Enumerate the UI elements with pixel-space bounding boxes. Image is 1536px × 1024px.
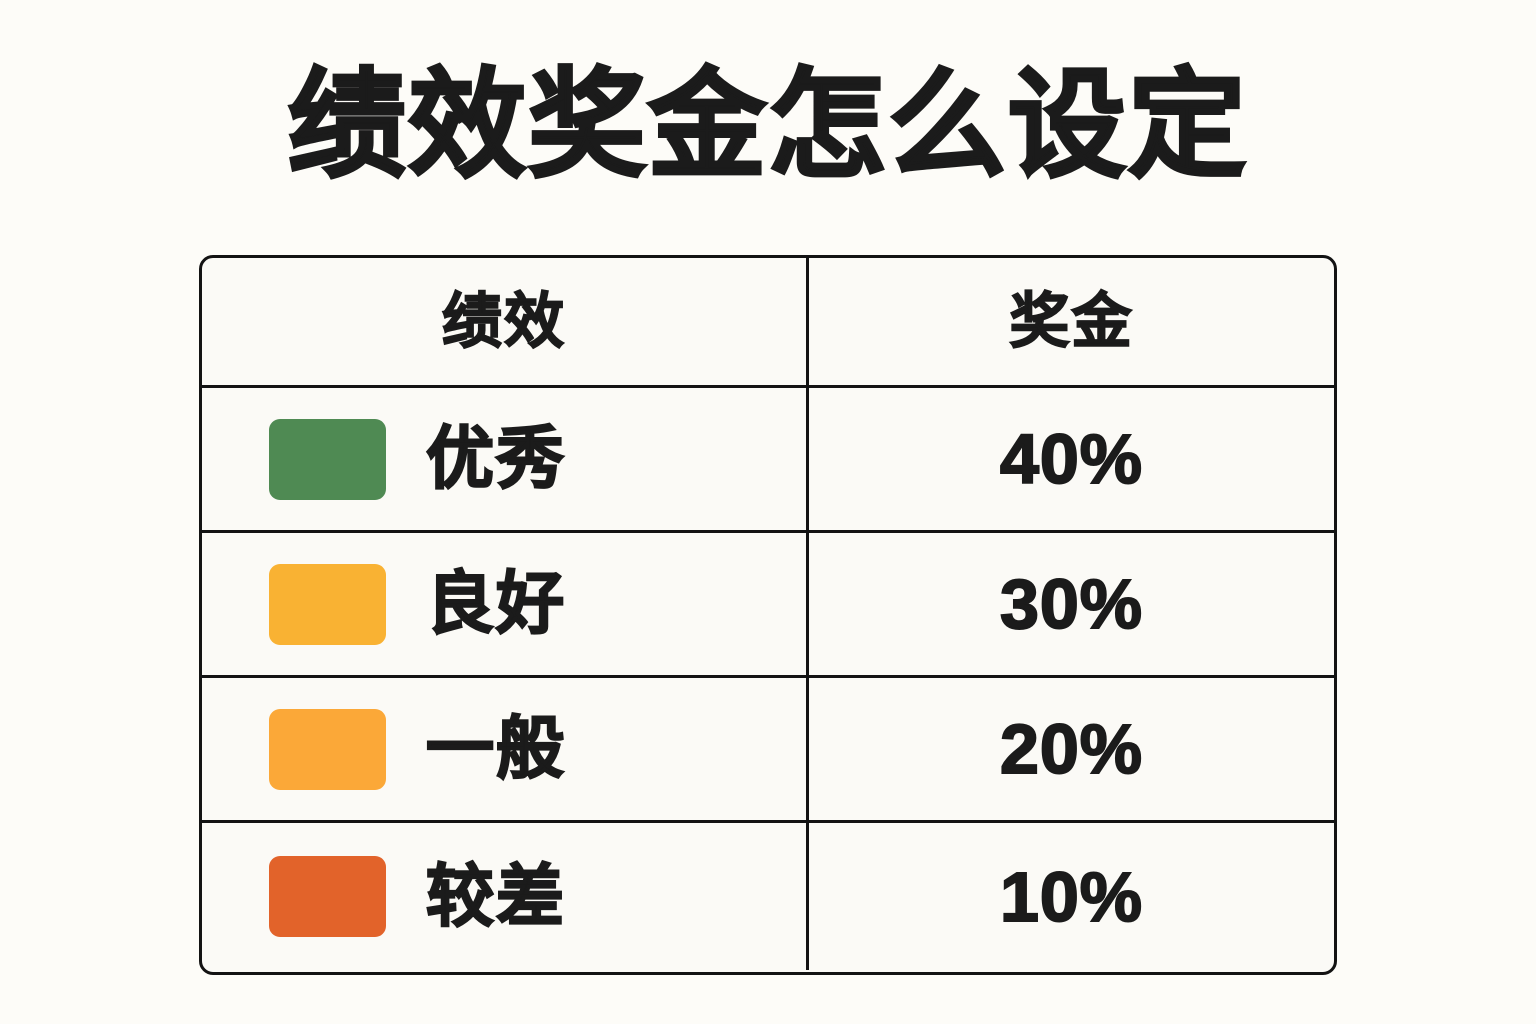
cell-bonus-poor: 10% <box>809 823 1334 970</box>
performance-label: 优秀 <box>425 421 567 497</box>
table-row: 良好 30% <box>202 533 1334 678</box>
color-swatch-icon <box>269 563 386 645</box>
bonus-value: 20% <box>999 710 1144 788</box>
table-header-row: 绩效 奖金 <box>202 258 1334 388</box>
bonus-value: 10% <box>999 857 1144 936</box>
bonus-value: 30% <box>999 565 1144 643</box>
color-swatch-icon <box>269 708 386 790</box>
cell-performance-average: 一般 <box>202 678 809 820</box>
table-row: 一般 20% <box>202 678 1334 823</box>
cell-performance-poor: 较差 <box>202 823 809 970</box>
table-row: 较差 10% <box>202 823 1334 970</box>
table-row: 优秀 40% <box>202 388 1334 533</box>
header-cell-bonus: 奖金 <box>809 258 1334 385</box>
color-swatch-icon <box>269 856 386 937</box>
color-swatch-icon <box>269 418 386 500</box>
header-cell-performance: 绩效 <box>202 258 809 385</box>
performance-label: 良好 <box>425 566 567 642</box>
performance-label: 一般 <box>425 711 567 787</box>
cell-performance-excellent: 优秀 <box>202 388 809 530</box>
header-label-performance: 绩效 <box>441 287 566 355</box>
performance-label: 较差 <box>425 858 567 935</box>
cell-bonus-excellent: 40% <box>809 388 1334 530</box>
header-label-bonus: 奖金 <box>1009 287 1134 355</box>
cell-performance-good: 良好 <box>202 533 809 675</box>
page-title: 绩效奖金怎么设定 <box>286 60 1248 192</box>
cell-bonus-average: 20% <box>809 678 1334 820</box>
bonus-value: 40% <box>999 420 1144 498</box>
bonus-table: 绩效 奖金 优秀 40% 良好 30% <box>199 255 1337 975</box>
cell-bonus-good: 30% <box>809 533 1334 675</box>
